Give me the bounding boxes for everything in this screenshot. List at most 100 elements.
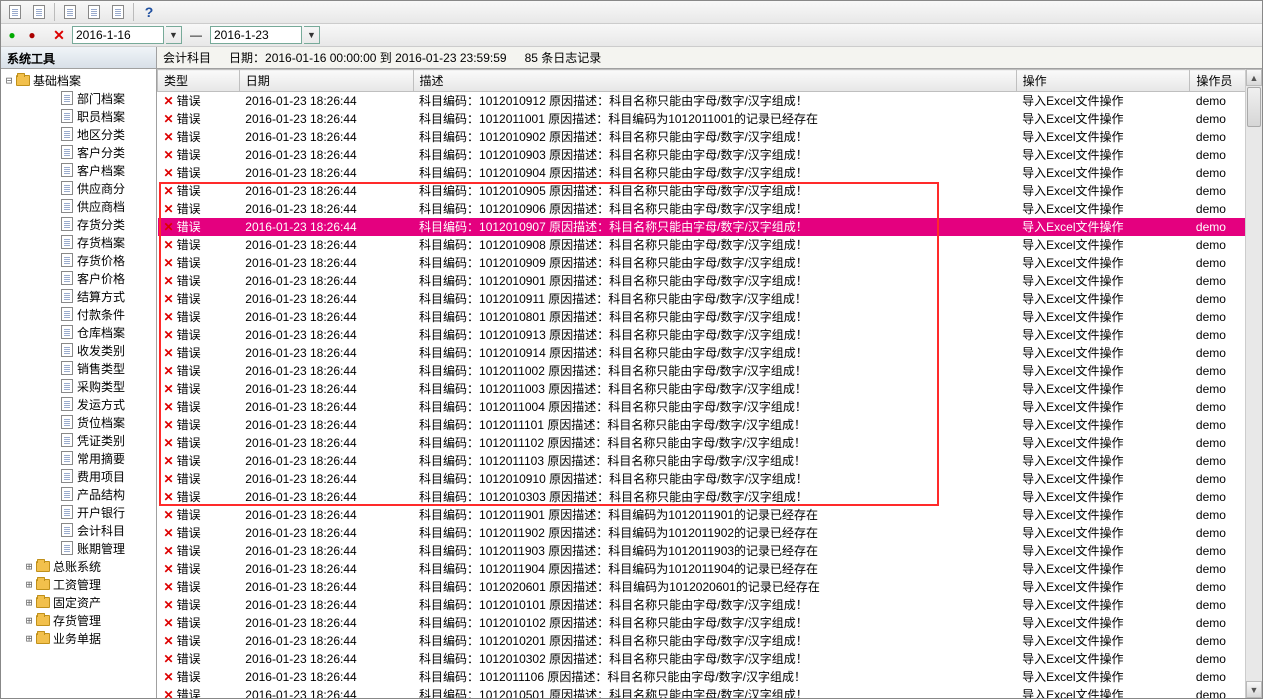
tree-leaf[interactable]: 存货档案: [1, 233, 156, 251]
tree-leaf[interactable]: 职员档案: [1, 107, 156, 125]
delete-icon[interactable]: ✕: [50, 26, 68, 44]
table-row[interactable]: ✕错误2016-01-23 18:26:44科目编码：1012010303 原因…: [158, 488, 1262, 506]
scroll-up-btn[interactable]: ▲: [1246, 69, 1262, 86]
table-row[interactable]: ✕错误2016-01-23 18:26:44科目编码：1012011001 原因…: [158, 110, 1262, 128]
tree-leaf[interactable]: 地区分类: [1, 125, 156, 143]
tree-leaf[interactable]: 客户分类: [1, 143, 156, 161]
tree-leaf[interactable]: 费用项目: [1, 467, 156, 485]
table-row[interactable]: ✕错误2016-01-23 18:26:44科目编码：1012010102 原因…: [158, 614, 1262, 632]
tree-node[interactable]: ⊞工资管理: [1, 575, 156, 593]
scroll-thumb[interactable]: [1247, 87, 1261, 127]
table-row[interactable]: ✕错误2016-01-23 18:26:44科目编码：1012011004 原因…: [158, 398, 1262, 416]
table-row[interactable]: ✕错误2016-01-23 18:26:44科目编码：1012010912 原因…: [158, 92, 1262, 110]
table-row[interactable]: ✕错误2016-01-23 18:26:44科目编码：1012010907 原因…: [158, 218, 1262, 236]
table-row[interactable]: ✕错误2016-01-23 18:26:44科目编码：1012011003 原因…: [158, 380, 1262, 398]
table-row[interactable]: ✕错误2016-01-23 18:26:44科目编码：1012010910 原因…: [158, 470, 1262, 488]
column-header[interactable]: 操作: [1016, 70, 1190, 92]
toolbar-btn-4[interactable]: [83, 2, 105, 22]
tree-leaf[interactable]: 存货价格: [1, 251, 156, 269]
table-row[interactable]: ✕错误2016-01-23 18:26:44科目编码：1012010909 原因…: [158, 254, 1262, 272]
tree-leaf[interactable]: 常用摘要: [1, 449, 156, 467]
tree-leaf[interactable]: 产品结构: [1, 485, 156, 503]
table-row[interactable]: ✕错误2016-01-23 18:26:44科目编码：1012011002 原因…: [158, 362, 1262, 380]
toolbar-btn-3[interactable]: [59, 2, 81, 22]
column-header[interactable]: 类型: [158, 70, 240, 92]
app-window: ? ● ● ✕ ▼ — ▼ 系统工具 ⊟基础档案部门档案职员档案地区分类客户分类…: [0, 0, 1263, 699]
table-row[interactable]: ✕错误2016-01-23 18:26:44科目编码：1012011106 原因…: [158, 668, 1262, 686]
tree-leaf[interactable]: 客户价格: [1, 269, 156, 287]
table-row[interactable]: ✕错误2016-01-23 18:26:44科目编码：1012011101 原因…: [158, 416, 1262, 434]
error-icon: ✕: [164, 310, 174, 324]
tree-leaf[interactable]: 发运方式: [1, 395, 156, 413]
tree-leaf[interactable]: 供应商分: [1, 179, 156, 197]
tree-leaf[interactable]: 存货分类: [1, 215, 156, 233]
tree-leaf[interactable]: 货位档案: [1, 413, 156, 431]
date-to-input[interactable]: [210, 26, 302, 44]
table-row[interactable]: ✕错误2016-01-23 18:26:44科目编码：1012010911 原因…: [158, 290, 1262, 308]
filter-icon-1[interactable]: ●: [3, 26, 21, 44]
table-row[interactable]: ✕错误2016-01-23 18:26:44科目编码：1012010913 原因…: [158, 326, 1262, 344]
table-row[interactable]: ✕错误2016-01-23 18:26:44科目编码：1012010908 原因…: [158, 236, 1262, 254]
tree-leaf[interactable]: 结算方式: [1, 287, 156, 305]
table-row[interactable]: ✕错误2016-01-23 18:26:44科目编码：1012010903 原因…: [158, 146, 1262, 164]
tree-label: 常用摘要: [77, 450, 125, 467]
table-row[interactable]: ✕错误2016-01-23 18:26:44科目编码：1012010914 原因…: [158, 344, 1262, 362]
tree-leaf[interactable]: 客户档案: [1, 161, 156, 179]
table-row[interactable]: ✕错误2016-01-23 18:26:44科目编码：1012010801 原因…: [158, 308, 1262, 326]
tree-label: 发运方式: [77, 396, 125, 413]
table-row[interactable]: ✕错误2016-01-23 18:26:44科目编码：1012020601 原因…: [158, 578, 1262, 596]
table-row[interactable]: ✕错误2016-01-23 18:26:44科目编码：1012011904 原因…: [158, 560, 1262, 578]
table-row[interactable]: ✕错误2016-01-23 18:26:44科目编码：1012011103 原因…: [158, 452, 1262, 470]
table-row[interactable]: ✕错误2016-01-23 18:26:44科目编码：1012010302 原因…: [158, 650, 1262, 668]
tree-label: 存货管理: [53, 612, 101, 629]
tree-node[interactable]: ⊞业务单据: [1, 629, 156, 647]
tree-leaf[interactable]: 收发类别: [1, 341, 156, 359]
table-row[interactable]: ✕错误2016-01-23 18:26:44科目编码：1012010906 原因…: [158, 200, 1262, 218]
date-from-input[interactable]: [72, 26, 164, 44]
table-row[interactable]: ✕错误2016-01-23 18:26:44科目编码：1012010902 原因…: [158, 128, 1262, 146]
table-row[interactable]: ✕错误2016-01-23 18:26:44科目编码：1012011903 原因…: [158, 542, 1262, 560]
date-to-dropdown[interactable]: ▼: [304, 26, 320, 44]
tree-leaf[interactable]: 仓库档案: [1, 323, 156, 341]
filter-icon-2[interactable]: ●: [23, 26, 41, 44]
table-row[interactable]: ✕错误2016-01-23 18:26:44科目编码：1012011902 原因…: [158, 524, 1262, 542]
error-icon: ✕: [164, 346, 174, 360]
tree-leaf[interactable]: 部门档案: [1, 89, 156, 107]
tree-leaf[interactable]: 开户银行: [1, 503, 156, 521]
tree-leaf[interactable]: 会计科目: [1, 521, 156, 539]
tree-label: 采购类型: [77, 378, 125, 395]
tree-label: 客户价格: [77, 270, 125, 287]
tree-leaf[interactable]: 供应商档: [1, 197, 156, 215]
tree-node[interactable]: ⊞固定资产: [1, 593, 156, 611]
toolbar-btn-2[interactable]: [28, 2, 50, 22]
toolbar-btn-5[interactable]: [107, 2, 129, 22]
tree-node[interactable]: ⊞存货管理: [1, 611, 156, 629]
table-row[interactable]: ✕错误2016-01-23 18:26:44科目编码：1012011102 原因…: [158, 434, 1262, 452]
column-header[interactable]: 日期: [239, 70, 413, 92]
table-row[interactable]: ✕错误2016-01-23 18:26:44科目编码：1012010901 原因…: [158, 272, 1262, 290]
table-row[interactable]: ✕错误2016-01-23 18:26:44科目编码：1012010101 原因…: [158, 596, 1262, 614]
tree-node[interactable]: ⊞总账系统: [1, 557, 156, 575]
toolbar-btn-1[interactable]: [4, 2, 26, 22]
info-range: 日期：2016-01-16 00:00:00 到 2016-01-23 23:5…: [229, 49, 507, 66]
tree-label: 存货分类: [77, 216, 125, 233]
column-header[interactable]: 描述: [413, 70, 1016, 92]
table-row[interactable]: ✕错误2016-01-23 18:26:44科目编码：1012010904 原因…: [158, 164, 1262, 182]
vertical-scrollbar[interactable]: ▲ ▼: [1245, 69, 1262, 698]
tree-leaf[interactable]: 销售类型: [1, 359, 156, 377]
main-panel: 会计科目 日期：2016-01-16 00:00:00 到 2016-01-23…: [157, 47, 1262, 698]
scroll-down-btn[interactable]: ▼: [1246, 681, 1262, 698]
table-row[interactable]: ✕错误2016-01-23 18:26:44科目编码：1012010201 原因…: [158, 632, 1262, 650]
tree-node[interactable]: ⊟基础档案: [1, 71, 156, 89]
table-row[interactable]: ✕错误2016-01-23 18:26:44科目编码：1012010905 原因…: [158, 182, 1262, 200]
table-row[interactable]: ✕错误2016-01-23 18:26:44科目编码：1012010501 原因…: [158, 686, 1262, 699]
toolbar-btn-help[interactable]: ?: [138, 2, 160, 22]
tree-leaf[interactable]: 付款条件: [1, 305, 156, 323]
date-from-dropdown[interactable]: ▼: [166, 26, 182, 44]
tree-leaf[interactable]: 凭证类别: [1, 431, 156, 449]
table-header-row: 类型日期描述操作操作员: [158, 70, 1262, 92]
tree-label: 固定资产: [53, 594, 101, 611]
table-row[interactable]: ✕错误2016-01-23 18:26:44科目编码：1012011901 原因…: [158, 506, 1262, 524]
tree-leaf[interactable]: 账期管理: [1, 539, 156, 557]
tree-leaf[interactable]: 采购类型: [1, 377, 156, 395]
